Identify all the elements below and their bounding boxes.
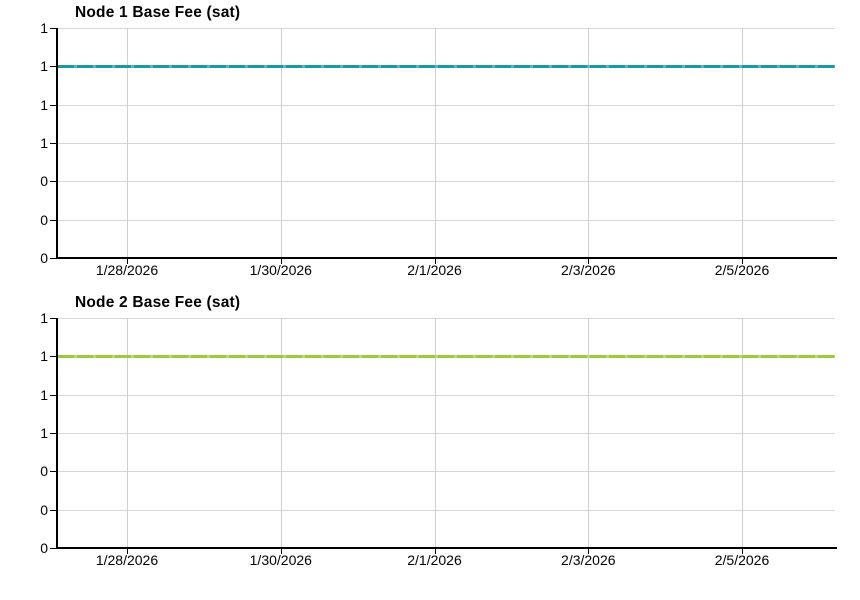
gridline [588,318,590,548]
tick-mark [50,318,56,319]
node2-base-fee-chart: Node 2 Base Fee (sat) [0,290,860,580]
gridline [434,28,436,258]
x-axis-tick-label: 1/28/2026 [95,262,159,278]
tick-mark [50,258,56,259]
tick-mark [50,28,56,29]
series-line-node1 [58,64,835,68]
chart-title: Node 1 Base Fee (sat) [75,4,241,21]
tick-mark [50,433,56,434]
gridline [58,471,835,473]
tick-mark [50,181,56,183]
y-axis-tick-label: 1 [40,96,48,113]
tick-mark [50,143,56,144]
tick-mark [588,259,590,264]
gridline [434,318,436,548]
y-axis-tick-label: 0 [40,540,48,556]
gridline [58,509,835,511]
tick-mark [50,356,56,358]
tick-mark [742,259,743,264]
tick-mark [127,259,128,264]
y-axis-line [56,318,58,549]
tick-mark [742,549,743,554]
gridline [280,318,282,548]
tick-mark [280,259,282,264]
tick-mark [50,471,56,473]
y-axis-tick-label: 1 [40,425,48,441]
gridline [58,181,835,183]
gridline [58,143,835,144]
gridline [58,433,835,434]
tick-mark [50,219,56,221]
tick-mark [50,394,56,396]
gridline [742,318,743,548]
gridline [588,28,590,258]
tick-mark [50,104,56,106]
tick-mark [434,549,436,554]
y-axis-tick-label: 0 [40,211,48,228]
y-axis-tick-label: 1 [40,310,48,326]
x-axis-tick-label: 2/3/2026 [561,262,616,278]
x-axis-tick-label: 1/30/2026 [249,262,312,278]
x-axis-line [56,547,837,549]
chart-title: Node 2 Base Fee (sat) [75,294,241,311]
x-axis-tick-label: 2/5/2026 [714,552,770,568]
tick-mark [50,548,56,549]
y-axis-tick-label: 1 [40,386,48,403]
y-axis-tick-label: 0 [40,501,48,518]
gridline [58,28,835,29]
x-axis-tick-label: 1/28/2026 [95,552,159,568]
gridline [58,394,835,396]
y-axis-tick-label: 0 [40,250,48,266]
x-axis-tick-label: 2/1/2026 [407,262,462,278]
tick-mark [50,66,56,68]
x-axis-tick-label: 2/3/2026 [561,552,616,568]
gridline [127,318,128,548]
y-axis-tick-label: 1 [40,135,48,151]
y-axis-tick-label: 0 [40,173,48,190]
y-axis-tick-label: 1 [40,348,48,365]
tick-mark [434,259,436,264]
tick-mark [127,549,128,554]
series-line-node2 [58,354,835,358]
gridline [280,28,282,258]
tick-mark [50,509,56,511]
gridline [127,28,128,258]
y-axis-line [56,28,58,259]
x-axis-tick-label: 2/1/2026 [407,552,462,568]
y-axis-tick-label: 0 [40,463,48,480]
tick-mark [280,549,282,554]
tick-mark [588,549,590,554]
gridline [58,219,835,221]
node1-base-fee-chart: Node 1 Base Fee (sat) [0,0,860,290]
gridline [58,318,835,319]
y-axis-tick-label: 1 [40,20,48,36]
gridline [742,28,743,258]
y-axis-tick-label: 1 [40,58,48,75]
x-axis-line [56,257,837,259]
x-axis-tick-label: 1/30/2026 [249,552,312,568]
x-axis-tick-label: 2/5/2026 [714,262,770,278]
gridline [58,104,835,106]
